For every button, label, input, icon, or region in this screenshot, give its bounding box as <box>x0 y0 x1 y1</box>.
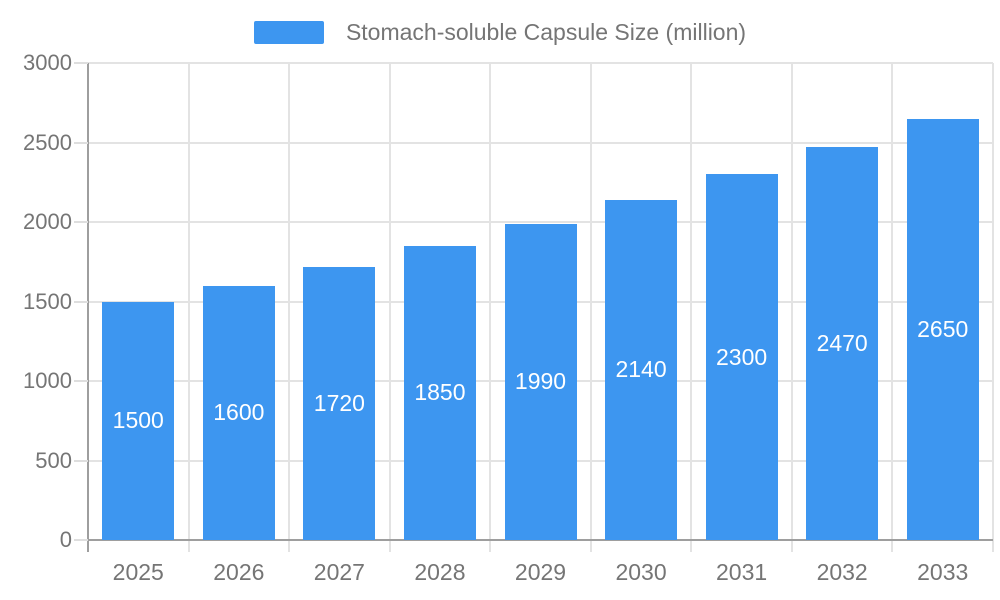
h-gridline <box>88 141 993 144</box>
x-axis-label: 2026 <box>213 559 265 585</box>
bar-value-label: 1720 <box>313 389 365 416</box>
y-axis-tick <box>74 459 88 462</box>
y-axis-line <box>87 63 89 552</box>
legend-swatch <box>253 20 324 44</box>
bar-2025[interactable]: 1500 <box>102 301 175 540</box>
bar-2033[interactable]: 2650 <box>906 118 979 540</box>
y-axis-label: 2000 <box>23 209 72 234</box>
y-axis-tick <box>74 539 88 541</box>
y-axis-tick <box>74 62 88 64</box>
bar-2030[interactable]: 2140 <box>605 199 678 540</box>
bar-2028[interactable]: 1850 <box>403 245 476 540</box>
v-gridline <box>992 63 994 552</box>
bar-2031[interactable]: 2300 <box>705 174 778 540</box>
x-axis-label: 2025 <box>112 559 164 585</box>
y-axis-tick <box>74 380 88 382</box>
bar-value-label: 2300 <box>716 343 768 370</box>
h-gridline <box>88 62 993 64</box>
bar-value-label: 1990 <box>514 368 567 395</box>
x-axis-label: 2028 <box>414 559 466 585</box>
v-gridline <box>388 63 391 552</box>
x-axis-label: 2029 <box>514 559 567 585</box>
legend-label: Stomach-soluble Capsule Size (million) <box>345 18 747 45</box>
v-gridline <box>187 63 190 552</box>
bar-value-label: 2470 <box>816 330 868 357</box>
bar-value-label: 1600 <box>213 399 265 426</box>
y-axis-label: 0 <box>59 527 72 552</box>
v-gridline <box>489 63 492 552</box>
y-axis-tick <box>74 300 88 303</box>
y-axis-label: 3000 <box>23 50 72 75</box>
v-gridline <box>690 63 693 552</box>
bar-2026[interactable]: 1600 <box>202 285 275 540</box>
x-axis-label: 2030 <box>615 559 667 585</box>
y-axis-label: 1000 <box>23 368 72 393</box>
bar-value-label: 1850 <box>414 379 466 406</box>
bar-value-label: 1500 <box>112 407 164 434</box>
plot-area: 1500 1600 1720 1850 1990 2140 2300 2470 2650 <box>87 62 994 552</box>
v-gridline <box>891 63 894 552</box>
bar-2032[interactable]: 2470 <box>806 147 879 540</box>
bar-2029[interactable]: 1990 <box>504 223 577 540</box>
bar-value-label: 2650 <box>917 315 969 342</box>
x-axis-label: 2032 <box>816 559 868 585</box>
y-axis-label: 2500 <box>23 129 72 155</box>
h-gridline <box>88 221 993 223</box>
y-axis-tick <box>74 141 88 144</box>
y-axis-tick <box>74 221 88 223</box>
x-axis-label: 2031 <box>716 559 768 585</box>
v-gridline <box>288 63 291 552</box>
v-gridline <box>790 63 793 552</box>
x-axis-label: 2027 <box>313 559 365 585</box>
y-axis-label: 500 <box>35 447 72 473</box>
bar-2027[interactable]: 1720 <box>303 266 376 540</box>
x-axis-line <box>88 539 993 541</box>
y-axis-label: 1500 <box>23 288 72 314</box>
legend-item[interactable]: Stomach-soluble Capsule Size (million) <box>0 18 1000 46</box>
v-gridline <box>589 63 592 552</box>
bar-value-label: 2140 <box>615 356 667 383</box>
x-axis-label: 2033 <box>917 559 969 585</box>
